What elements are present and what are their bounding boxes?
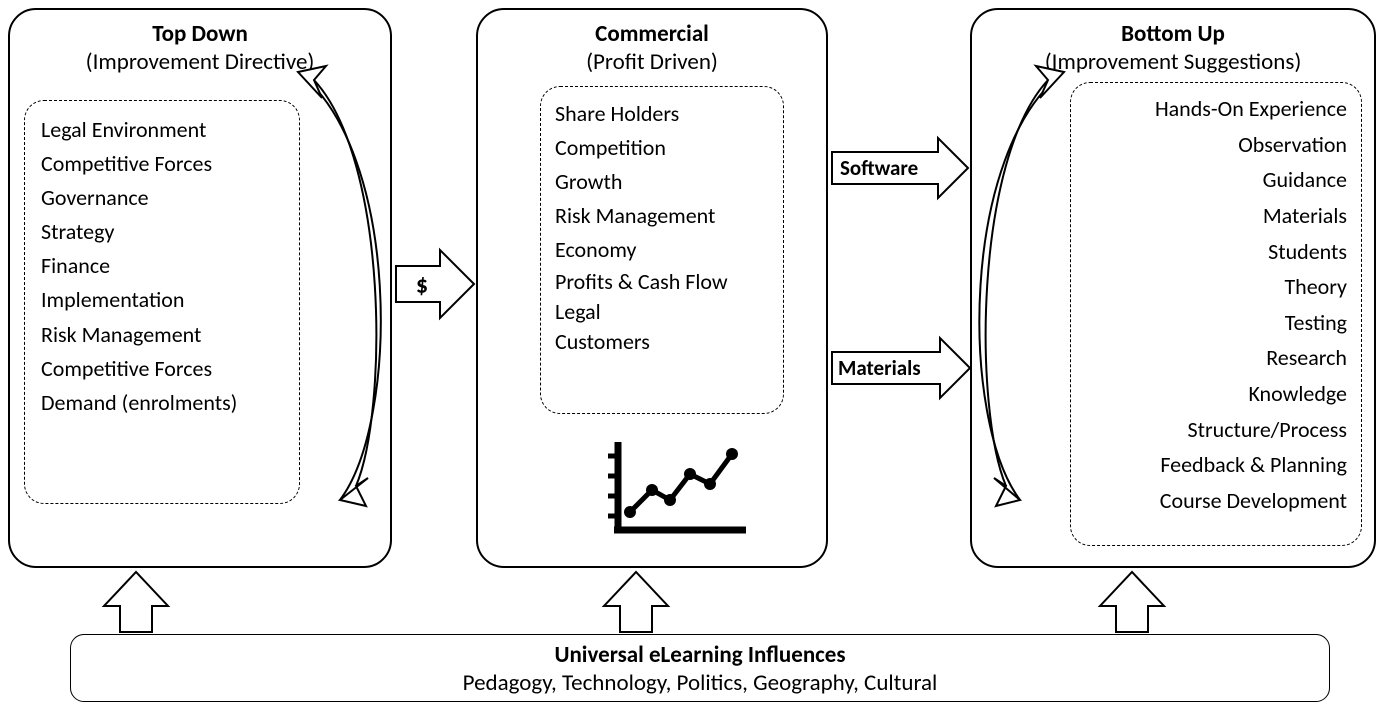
box-commercial-header: Commercial (Profit Driven): [478, 10, 826, 76]
list-item: Structure/Process: [1085, 412, 1347, 448]
list-item: Knowledge: [1085, 376, 1347, 412]
list-item: Competitive Forces: [41, 147, 283, 181]
list-item: Legal Environment: [41, 113, 283, 147]
top-down-inner: Legal Environment Competitive Forces Gov…: [24, 100, 300, 504]
software-label: Software: [840, 155, 918, 181]
bottom-up-inner: Hands-On Experience Observation Guidance…: [1070, 82, 1362, 546]
bottom-up-title: Bottom Up: [972, 20, 1374, 48]
list-item: Demand (enrolments): [41, 386, 283, 420]
list-item: Testing: [1085, 305, 1347, 341]
svg-text:$: $: [416, 271, 428, 300]
commercial-inner: Share Holders Competition Growth Risk Ma…: [540, 86, 784, 414]
box-bottom-up-header: Bottom Up (Improvement Suggestions): [972, 10, 1374, 76]
list-item: Materials: [1085, 198, 1347, 234]
list-item: Implementation: [41, 283, 283, 317]
list-item: Feedback & Planning: [1085, 447, 1347, 483]
list-item: Course Development: [1085, 483, 1347, 519]
bottom-up-items: Hands-On Experience Observation Guidance…: [1085, 91, 1347, 519]
universal-subtitle: Pedagogy, Technology, Politics, Geograph…: [71, 669, 1329, 697]
list-item: Observation: [1085, 127, 1347, 163]
list-item: Growth: [555, 165, 769, 199]
list-item: Legal: [555, 297, 769, 327]
list-item: Finance: [41, 249, 283, 283]
commercial-subtitle: (Profit Driven): [478, 48, 826, 76]
list-item: Strategy: [41, 215, 283, 249]
top-down-subtitle: (Improvement Directive): [10, 48, 390, 76]
list-item: Theory: [1085, 269, 1347, 305]
list-item: Hands-On Experience: [1085, 91, 1347, 127]
dollar-arrow-icon: $: [396, 250, 474, 318]
commercial-title: Commercial: [478, 20, 826, 48]
list-item: Research: [1085, 340, 1347, 376]
bottom-up-subtitle: (Improvement Suggestions): [972, 48, 1374, 76]
materials-label: Materials: [838, 355, 921, 381]
up-arrow-center-icon: [604, 572, 668, 632]
top-down-items: Legal Environment Competitive Forces Gov…: [41, 113, 283, 420]
list-item: Share Holders: [555, 97, 769, 131]
top-down-title: Top Down: [10, 20, 390, 48]
list-item: Students: [1085, 234, 1347, 270]
list-item: Competitive Forces: [41, 352, 283, 386]
list-item: Governance: [41, 181, 283, 215]
commercial-items: Share Holders Competition Growth Risk Ma…: [555, 97, 769, 357]
list-item: Guidance: [1085, 162, 1347, 198]
list-item: Customers: [555, 327, 769, 357]
box-top-down-header: Top Down (Improvement Directive): [10, 10, 390, 76]
list-item: Risk Management: [555, 199, 769, 233]
up-arrow-left-icon: [104, 572, 168, 632]
universal-influences-box: Universal eLearning Influences Pedagogy,…: [70, 634, 1330, 702]
up-arrow-right-icon: [1100, 572, 1164, 632]
list-item: Economy: [555, 233, 769, 267]
universal-title: Universal eLearning Influences: [71, 641, 1329, 669]
list-item: Profits & Cash Flow: [555, 267, 769, 297]
list-item: Risk Management: [41, 318, 283, 352]
list-item: Competition: [555, 131, 769, 165]
